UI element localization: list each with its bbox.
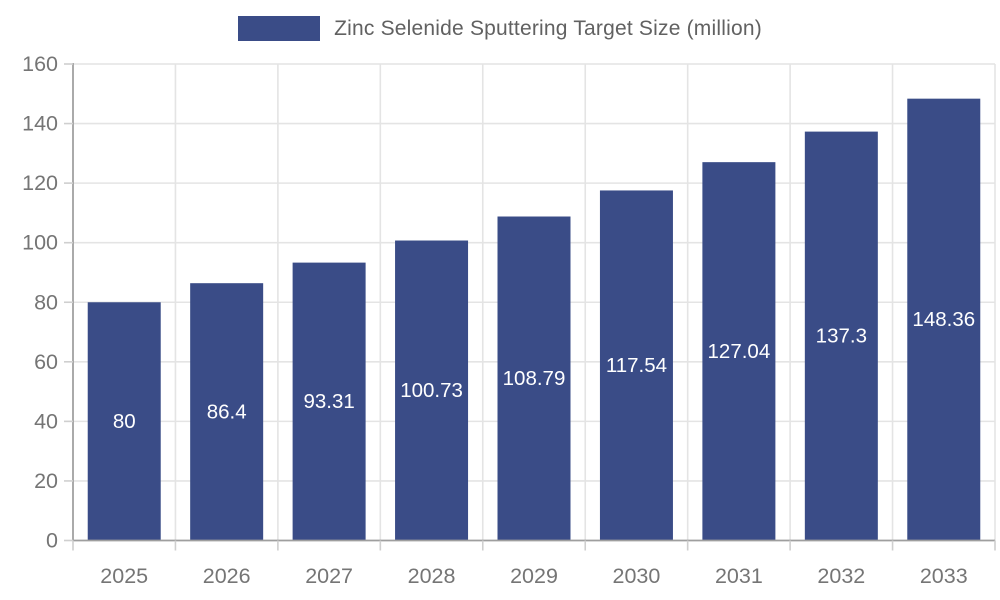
legend: Zinc Selenide Sputtering Target Size (mi… xyxy=(0,16,1000,41)
bar-2026[interactable] xyxy=(190,283,264,541)
y-tick-label: 60 xyxy=(34,350,58,374)
bar-value-label: 117.54 xyxy=(606,354,667,377)
bar-value-label: 86.4 xyxy=(207,400,247,423)
bar-2031[interactable] xyxy=(702,162,776,541)
bar-2025[interactable] xyxy=(87,302,161,541)
bar-2027[interactable] xyxy=(292,262,366,541)
x-tick-label: 2031 xyxy=(715,564,763,588)
bar-2033[interactable] xyxy=(907,98,981,541)
y-tick-label: 160 xyxy=(22,52,58,76)
y-tick-label: 40 xyxy=(34,409,58,433)
bar-value-label: 108.79 xyxy=(503,367,566,390)
bar-2032[interactable] xyxy=(804,131,878,541)
bar-value-label: 80 xyxy=(113,410,136,433)
legend-label: Zinc Selenide Sputtering Target Size (mi… xyxy=(334,16,762,40)
bar-value-label: 137.3 xyxy=(816,325,867,348)
bar-2029[interactable] xyxy=(497,216,571,541)
bar-value-label: 127.04 xyxy=(708,340,771,363)
x-tick-label: 2032 xyxy=(817,564,865,588)
x-tick-label: 2026 xyxy=(203,564,251,588)
y-tick-label: 100 xyxy=(22,231,58,255)
bar-value-label: 148.36 xyxy=(912,308,975,331)
bar-2030[interactable] xyxy=(599,190,673,541)
bar-2028[interactable] xyxy=(395,240,469,541)
y-tick-label: 120 xyxy=(22,171,58,195)
bar-value-label: 93.31 xyxy=(303,390,354,413)
bar-value-label: 100.73 xyxy=(400,379,463,402)
x-tick-label: 2025 xyxy=(100,564,148,588)
x-tick-label: 2028 xyxy=(408,564,456,588)
legend-swatch xyxy=(238,16,321,41)
x-tick-label: 2027 xyxy=(305,564,353,588)
y-tick-label: 140 xyxy=(22,112,58,136)
x-tick-label: 2029 xyxy=(510,564,558,588)
x-tick-label: 2030 xyxy=(613,564,661,588)
y-tick-label: 0 xyxy=(46,529,58,553)
x-tick-label: 2033 xyxy=(920,564,968,588)
y-tick-label: 80 xyxy=(34,290,58,314)
y-tick-label: 20 xyxy=(34,469,58,493)
